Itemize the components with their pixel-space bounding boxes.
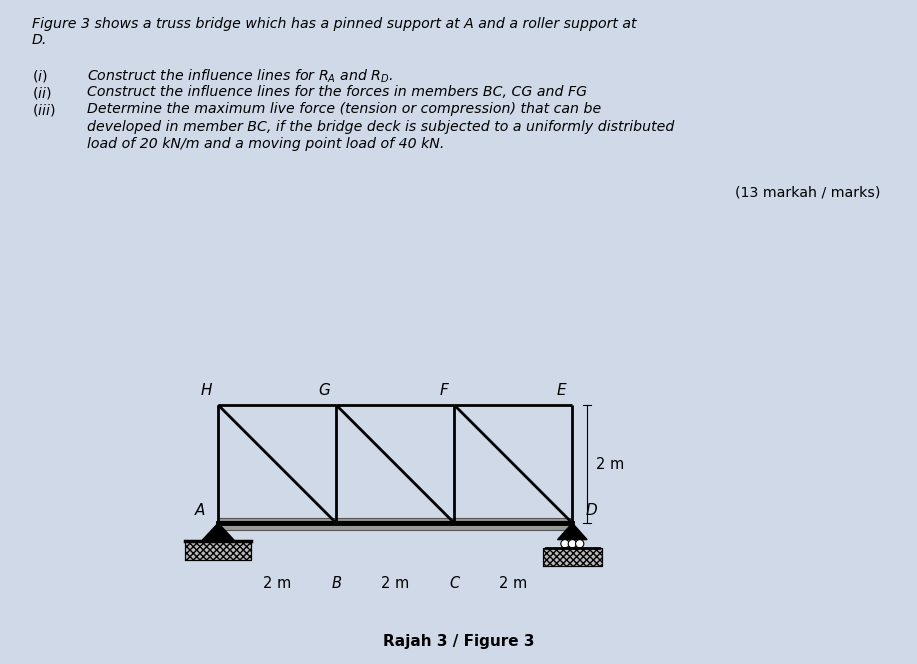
Circle shape	[561, 540, 569, 548]
Text: Construct the influence lines for the forces in members BC, CG and FG: Construct the influence lines for the fo…	[87, 85, 587, 99]
Bar	[218, 519, 572, 530]
Text: 2 m: 2 m	[263, 576, 292, 591]
Text: A: A	[194, 503, 205, 519]
Bar	[543, 548, 602, 566]
Text: H: H	[201, 383, 213, 398]
Text: Figure 3 shows a truss bridge which has a pinned support at A and a roller suppo: Figure 3 shows a truss bridge which has …	[32, 17, 636, 31]
Text: 2 m: 2 m	[596, 457, 624, 471]
Text: $(i)$: $(i)$	[32, 68, 48, 84]
Circle shape	[576, 540, 584, 548]
Text: Determine the maximum live force (tension or compression) that can be: Determine the maximum live force (tensio…	[87, 102, 602, 116]
Text: C: C	[449, 576, 459, 591]
Text: $(iii)$: $(iii)$	[32, 102, 56, 118]
Text: 2 m: 2 m	[381, 576, 409, 591]
Text: Rajah 3 / Figure 3: Rajah 3 / Figure 3	[382, 633, 535, 649]
Bar	[185, 540, 251, 560]
Text: F: F	[439, 383, 448, 398]
Text: (13 markah / marks): (13 markah / marks)	[735, 186, 880, 200]
Polygon shape	[202, 523, 235, 540]
Text: $(ii)$: $(ii)$	[32, 85, 51, 101]
Text: 2 m: 2 m	[499, 576, 527, 591]
Text: D.: D.	[32, 33, 48, 47]
Text: G: G	[318, 383, 330, 398]
Text: B: B	[331, 576, 341, 591]
Text: Construct the influence lines for $R_A$ and $R_D$.: Construct the influence lines for $R_A$ …	[87, 68, 393, 85]
Text: developed in member BC, if the bridge deck is subjected to a uniformly distribut: developed in member BC, if the bridge de…	[87, 120, 675, 133]
Circle shape	[569, 540, 577, 548]
Text: load of 20 kN/m and a moving point load of 40 kN.: load of 20 kN/m and a moving point load …	[87, 137, 445, 151]
Polygon shape	[558, 523, 587, 540]
Text: D: D	[585, 503, 597, 519]
Text: E: E	[557, 383, 567, 398]
